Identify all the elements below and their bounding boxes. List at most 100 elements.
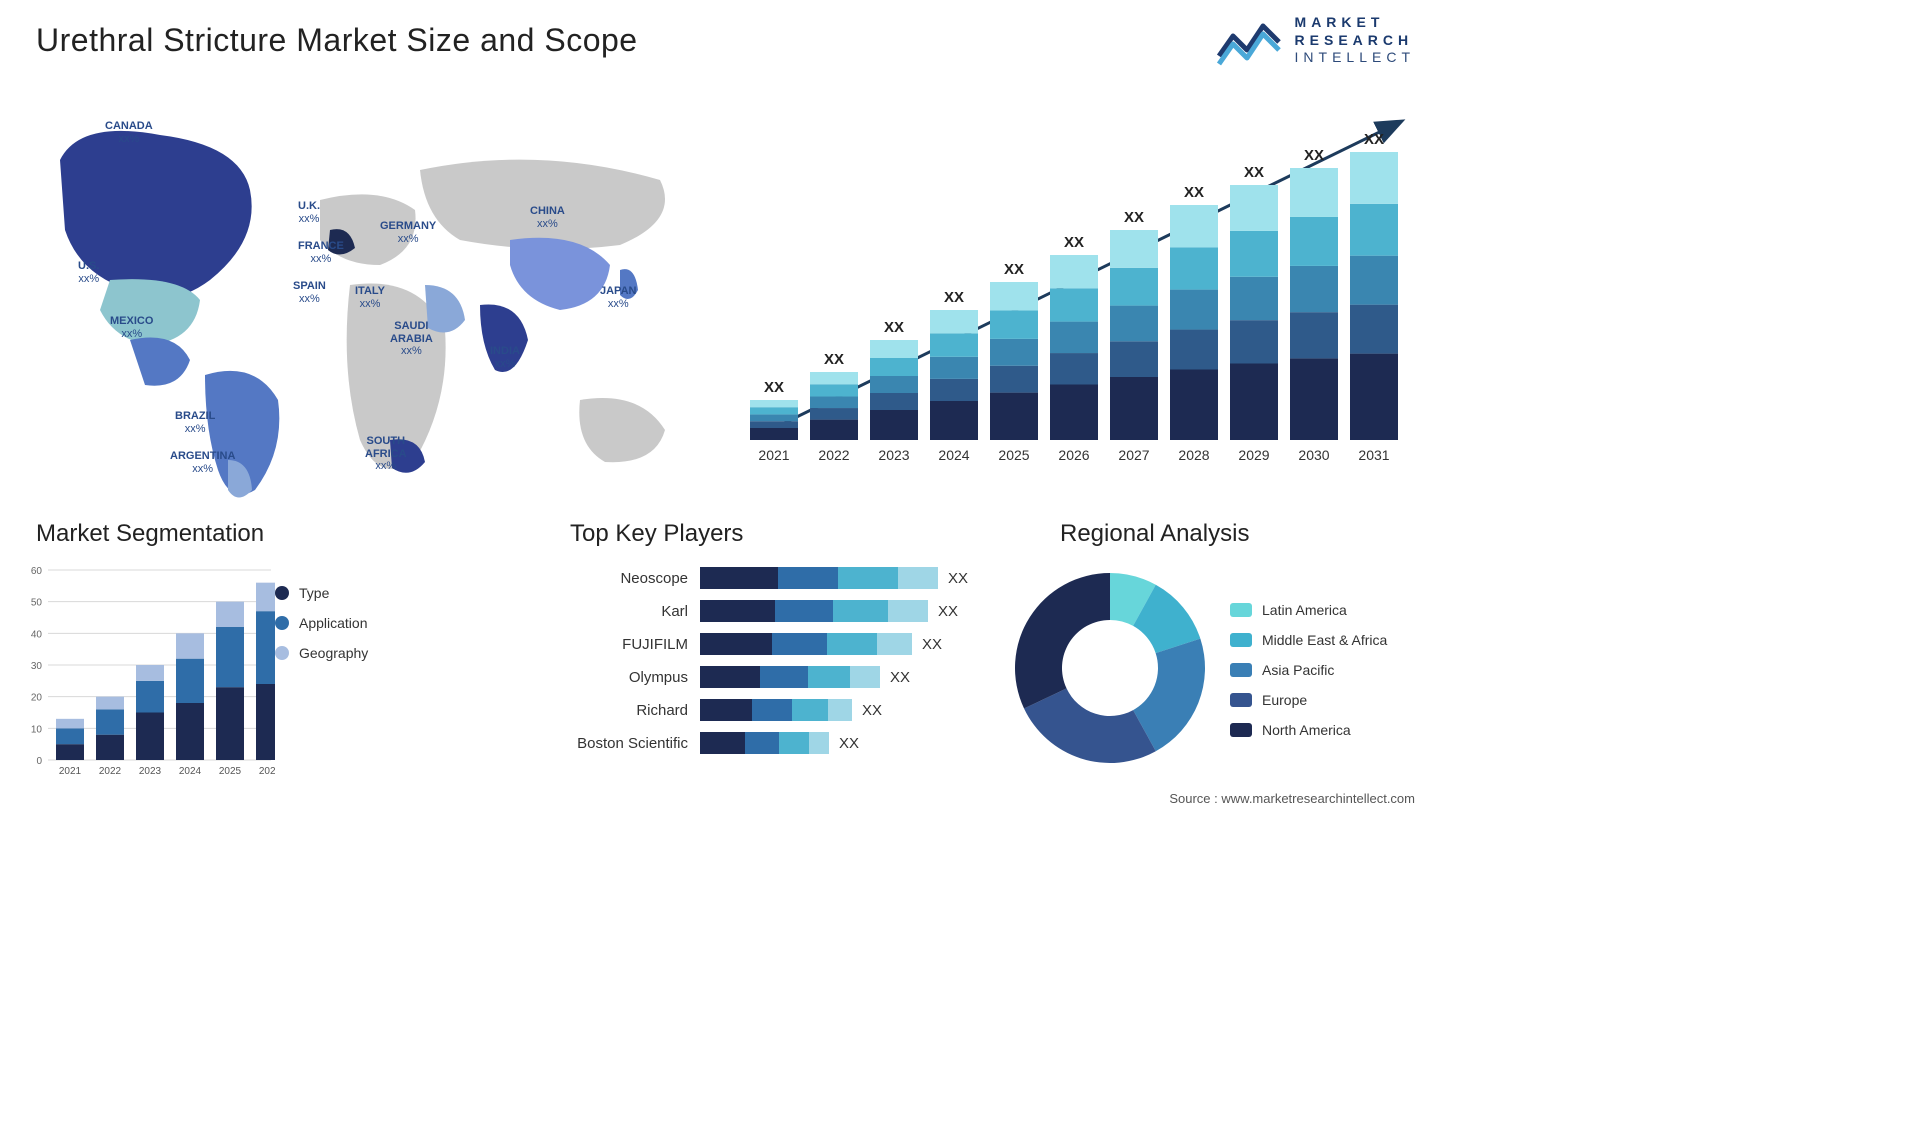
map-label: CHINAxx%	[530, 205, 565, 230]
svg-text:2028: 2028	[1178, 447, 1209, 463]
svg-text:XX: XX	[1004, 261, 1024, 278]
player-value: XX	[922, 636, 942, 653]
regional-analysis: Latin America Middle East & Africa Asia Pa…	[1010, 560, 1430, 780]
map-label: ARGENTINAxx%	[170, 450, 235, 475]
svg-text:20: 20	[31, 693, 43, 704]
legend-item: Application	[275, 615, 368, 631]
svg-text:0: 0	[36, 756, 42, 767]
map-label: U.S.xx%	[78, 260, 99, 285]
segmentation-chart: 0 10 20 30 40 50 60 2021 2022 2023 2024 2025 2026	[20, 560, 450, 790]
player-name: Karl	[570, 603, 700, 620]
map-label: GERMANYxx%	[380, 220, 436, 245]
svg-text:XX: XX	[884, 319, 904, 336]
player-name: Richard	[570, 702, 700, 719]
svg-text:2029: 2029	[1238, 447, 1269, 463]
page-title: Urethral Stricture Market Size and Scope	[36, 22, 638, 59]
map-label: SOUTHAFRICAxx%	[365, 435, 407, 473]
svg-text:30: 30	[31, 661, 43, 672]
svg-text:2027: 2027	[1118, 447, 1149, 463]
player-value: XX	[948, 570, 968, 587]
svg-text:2024: 2024	[938, 447, 969, 463]
svg-text:XX: XX	[764, 379, 784, 396]
source-attribution: Source : www.marketresearchintellect.com	[1169, 791, 1415, 806]
legend-item: North America	[1230, 722, 1387, 738]
player-row: FUJIFILM XX	[570, 631, 990, 657]
map-label: JAPANxx%	[600, 285, 636, 310]
growth-chart-svg: XX 2021 XX 2022 XX 2023 XX 2024 XX 2025 XX 2026 XX 20…	[740, 100, 1410, 480]
players-chart: NeoscopeXXKarlXXFUJIFILMXXOlympusXXRicha…	[570, 565, 990, 785]
donut-svg	[1010, 568, 1210, 768]
player-value: XX	[890, 669, 910, 686]
player-row: Neoscope XX	[570, 565, 990, 591]
svg-text:2030: 2030	[1298, 447, 1329, 463]
segmentation-chart-svg: 0 10 20 30 40 50 60 2021 2022 2023 2024 2025 2026	[20, 560, 275, 780]
logo-text: MARKET RESEARCH INTELLECT	[1295, 14, 1415, 67]
svg-text:2022: 2022	[99, 766, 122, 777]
segmentation-legend: Type Application Geography	[275, 585, 368, 661]
svg-text:10: 10	[31, 724, 43, 735]
legend-item: Geography	[275, 645, 368, 661]
svg-text:XX: XX	[1244, 164, 1264, 181]
player-row: Richard XX	[570, 697, 990, 723]
map-label: CANADAxx%	[105, 120, 153, 145]
player-name: Neoscope	[570, 570, 700, 587]
svg-text:2026: 2026	[259, 766, 275, 777]
player-bar	[700, 633, 912, 655]
player-bar	[700, 699, 852, 721]
player-value: XX	[938, 603, 958, 620]
svg-text:XX: XX	[1304, 147, 1324, 164]
svg-text:XX: XX	[1124, 209, 1144, 226]
svg-text:XX: XX	[1184, 184, 1204, 201]
player-row: Karl XX	[570, 598, 990, 624]
legend-item: Asia Pacific	[1230, 662, 1387, 678]
segmentation-title: Market Segmentation	[36, 520, 264, 548]
player-value: XX	[862, 702, 882, 719]
map-label: SPAINxx%	[293, 280, 326, 305]
svg-text:2025: 2025	[219, 766, 242, 777]
svg-text:40: 40	[31, 629, 43, 640]
players-title: Top Key Players	[570, 520, 743, 548]
regional-title: Regional Analysis	[1060, 520, 1249, 548]
player-bar	[700, 732, 829, 754]
svg-text:2025: 2025	[998, 447, 1029, 463]
player-name: FUJIFILM	[570, 636, 700, 653]
map-label: BRAZILxx%	[175, 410, 215, 435]
legend-item: Latin America	[1230, 602, 1387, 618]
svg-text:XX: XX	[1064, 234, 1084, 251]
player-name: Boston Scientific	[570, 735, 700, 752]
svg-text:2023: 2023	[139, 766, 162, 777]
regional-donut	[1010, 568, 1210, 773]
svg-text:60: 60	[31, 566, 43, 577]
growth-bar-chart: XX 2021 XX 2022 XX 2023 XX 2024 XX 2025 XX 2026 XX 20…	[740, 100, 1410, 480]
legend-item: Europe	[1230, 692, 1387, 708]
svg-text:2023: 2023	[878, 447, 909, 463]
svg-text:50: 50	[31, 598, 43, 609]
svg-text:XX: XX	[824, 351, 844, 368]
map-label: FRANCExx%	[298, 240, 344, 265]
brand-logo: MARKET RESEARCH INTELLECT	[1217, 14, 1415, 67]
svg-text:2021: 2021	[758, 447, 789, 463]
svg-text:XX: XX	[1364, 131, 1384, 148]
map-label: MEXICOxx%	[110, 315, 153, 340]
map-label: ITALYxx%	[355, 285, 385, 310]
logo-mark-icon	[1217, 14, 1287, 66]
svg-text:2026: 2026	[1058, 447, 1089, 463]
svg-text:2022: 2022	[818, 447, 849, 463]
legend-item: Middle East & Africa	[1230, 632, 1387, 648]
svg-text:XX: XX	[944, 289, 964, 306]
player-value: XX	[839, 735, 859, 752]
player-name: Olympus	[570, 669, 700, 686]
map-label: INDIAxx%	[490, 345, 520, 370]
player-row: Boston Scientific XX	[570, 730, 990, 756]
svg-text:2024: 2024	[179, 766, 202, 777]
player-bar	[700, 666, 880, 688]
regional-legend: Latin America Middle East & Africa Asia Pa…	[1230, 602, 1387, 738]
world-map: CANADAxx% U.S.xx% MEXICOxx% BRAZILxx% ARGENT…	[20, 90, 720, 510]
player-bar	[700, 600, 928, 622]
map-label: U.K.xx%	[298, 200, 320, 225]
player-bar	[700, 567, 938, 589]
svg-text:2021: 2021	[59, 766, 82, 777]
svg-text:2031: 2031	[1358, 447, 1389, 463]
player-row: Olympus XX	[570, 664, 990, 690]
legend-item: Type	[275, 585, 368, 601]
